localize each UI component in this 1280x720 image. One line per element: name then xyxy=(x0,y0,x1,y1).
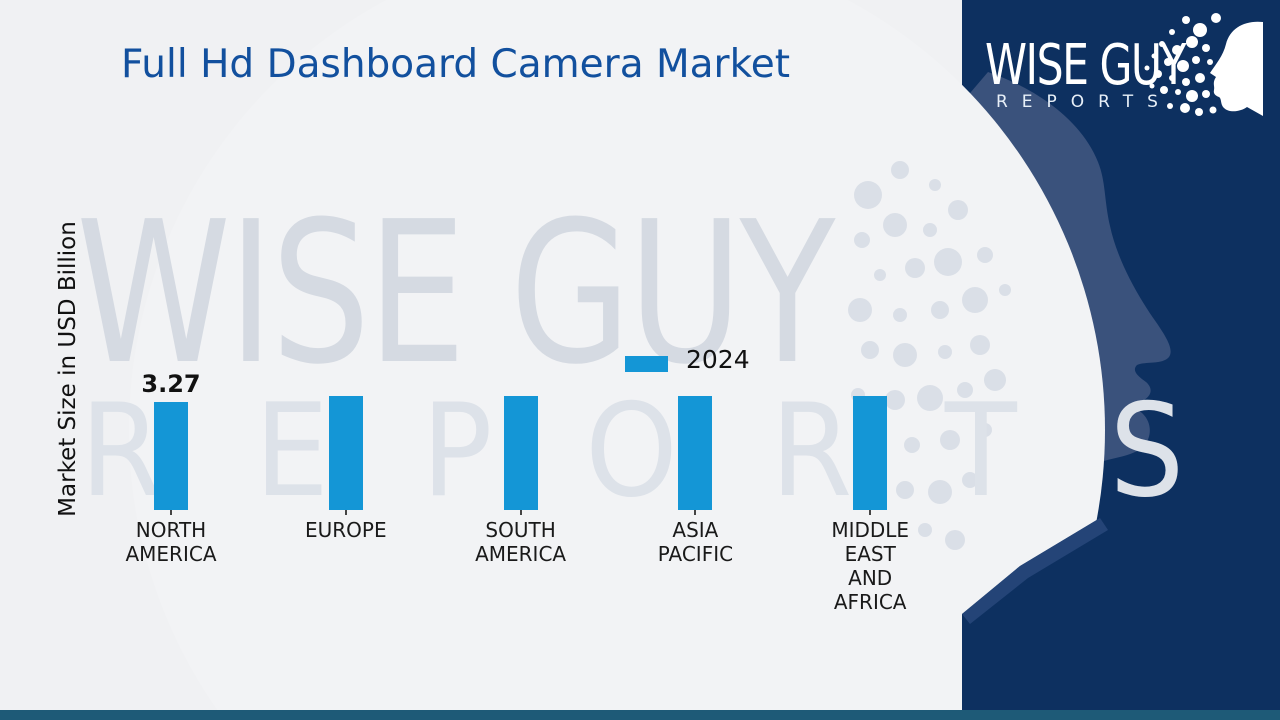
chart-bar xyxy=(328,396,363,510)
page-title: Full Hd Dashboard Camera Market xyxy=(121,42,791,87)
chart-bar xyxy=(154,402,188,510)
legend-swatch xyxy=(625,356,668,372)
dotted-face-watermark xyxy=(848,161,1011,550)
swoosh-highlight xyxy=(962,518,1108,624)
watermark-subline: R E P O R T S xyxy=(80,377,1212,526)
legend: 2024 xyxy=(625,345,750,374)
chart-bar xyxy=(503,396,538,510)
chart-bar xyxy=(678,396,713,510)
watermark-wordmark: WISE GUY xyxy=(76,180,835,408)
category-label: SOUTH AMERICA xyxy=(475,518,567,566)
axis-tick xyxy=(344,510,347,515)
logo-wordmark: WISE GUY xyxy=(985,33,1187,98)
axis-tick xyxy=(519,510,522,515)
logo-face-icon xyxy=(1144,13,1263,117)
footer-bar xyxy=(0,710,1280,720)
axis-tick xyxy=(694,510,697,515)
head-circle xyxy=(129,0,1105,720)
logo-subtitle: REPORTS xyxy=(996,92,1172,112)
legend-label: 2024 xyxy=(686,345,750,374)
value-label: 3.27 xyxy=(141,370,201,398)
y-axis-label: Market Size in USD Billion xyxy=(55,221,81,517)
axis-tick xyxy=(869,510,872,515)
category-label: NORTH AMERICA xyxy=(125,518,217,566)
category-label: MIDDLE EAST AND AFRICA xyxy=(831,518,910,614)
chart-bar xyxy=(853,396,888,510)
category-label: EUROPE xyxy=(304,518,387,542)
category-label: ASIA PACIFIC xyxy=(657,518,734,566)
axis-tick xyxy=(170,510,172,515)
